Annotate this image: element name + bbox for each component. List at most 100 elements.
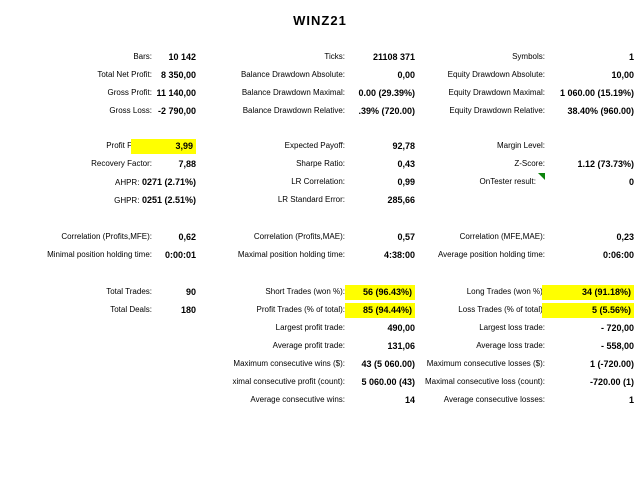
stat-label: Ticks: (324, 52, 345, 61)
stat-value-cell: 10 142 (168, 50, 196, 64)
stat-label: Profit Trades (% of total): (256, 305, 345, 314)
stat-value: 4:38:00 (383, 250, 415, 260)
report-title: WINZ21 (293, 13, 347, 28)
stat-label: Total Deals: (110, 305, 152, 314)
stat-value: 8 350,00 (160, 70, 196, 80)
stat-label: Bars: (133, 52, 152, 61)
stat-label: Balance Drawdown Absolute: (240, 70, 345, 79)
stat-value: 1 (628, 52, 634, 62)
stat-value: 5 (5.56%) (542, 303, 634, 318)
stats-block: Bars: 10 142 Ticks: 21108 371 Symbols: 1 Total… (0, 48, 640, 120)
stat-row: Total Trades: 90 Short Trades (won %): 56 (… (0, 283, 640, 301)
stat-value: 92,78 (392, 141, 415, 151)
stat-value: 10 142 (168, 52, 196, 62)
stat-value-cell: 285,66 (387, 193, 415, 207)
stat-label: Loss Trades (% of total): (458, 305, 545, 314)
stat-value-cell: 1 (629, 393, 634, 407)
stat-row: AHPR: 0271 (2.71%) LR Correlation: 0,99 OnT… (0, 173, 640, 191)
stat-value-cell: 85 (94.44%) (345, 303, 415, 318)
stat-value-cell: 92,78 (392, 139, 415, 153)
stat-value-cell: 7,88 (178, 157, 196, 171)
stat-label: Correlation (Profits,MAE): (253, 232, 345, 241)
stat-value: 11 140,00 (156, 88, 196, 98)
stat-value-cell: 34 (91.18%) (542, 285, 634, 300)
stat-row: Profit Factor: 3,99 Expected Payoff: 92,78 M… (0, 137, 640, 155)
stat-value: 285,66 (387, 195, 415, 205)
stat-row: Bars: 10 142 Ticks: 21108 371 Symbols: 1 (0, 48, 640, 66)
stat-row: Gross Profit: 11 140,00 Balance Drawdown M… (0, 84, 640, 102)
stat-label: Minimal position holding time: (47, 250, 152, 259)
stat-label: Average consecutive wins: (250, 395, 345, 404)
stat-value: 85 (94.44%) (345, 303, 415, 318)
stat-value: 0271 (2.71%) (141, 177, 196, 187)
stat-value: -720.00 (1) (589, 377, 634, 387)
stat-value: - 720,00 (600, 323, 634, 333)
stat-label: Margin Level: (496, 141, 545, 150)
stat-value: 38.40% (960.00) (567, 106, 634, 116)
stat-value: 0,23 (616, 232, 634, 242)
stat-label: Total Trades: (106, 287, 152, 296)
stat-value: 7,88 (178, 159, 196, 169)
stat-row: Recovery Factor: 7,88 Sharpe Ratio: 0,43 Z-S… (0, 155, 640, 173)
stat-value-cell: 1 060.00 (15.19%) (560, 86, 634, 100)
stat-value: 180 (180, 305, 196, 315)
stat-label-text: OnTester result: (479, 177, 536, 186)
stat-label: Expected Payoff: (284, 141, 345, 150)
stat-value: 1 060.00 (15.19%) (559, 88, 634, 98)
stat-row: Minimal position holding time: 0:00:01 Max… (0, 246, 640, 264)
stat-label: Average profit trade: (272, 341, 345, 350)
stat-value-cell: 8 350,00 (161, 68, 196, 82)
stat-row: Largest profit trade: 490,00 Largest loss … (0, 319, 640, 337)
stat-value-cell: 1 (-720.00) (590, 357, 634, 371)
stat-label: Balance Drawdown Maximal: (241, 88, 345, 97)
stat-value: 0:00:01 (164, 250, 196, 260)
stat-value: 0,62 (178, 232, 196, 242)
stat-label: Equity Drawdown Absolute: (447, 70, 545, 79)
stat-label: Gross Loss: (109, 106, 152, 115)
stat-label: Long Trades (won %): (466, 287, 545, 296)
stat-value-cell: 56 (96.43%) (345, 285, 415, 300)
stat-label: Sharpe Ratio: (296, 159, 345, 168)
ontester-marker-icon (538, 173, 545, 180)
stat-value-cell: 0:06:00 (603, 248, 634, 262)
stat-value: 0251 (2.51%) (141, 195, 196, 205)
stat-value: 34 (91.18%) (542, 285, 634, 300)
stat-value-cell: 0,23 (616, 230, 634, 244)
stat-value: 1.12 (73.73%) (577, 159, 634, 169)
stat-row: ximal consecutive profit (count): 5 060.0… (0, 373, 640, 391)
stat-label: GHPR: (114, 196, 140, 205)
stat-label: Average position holding time: (437, 250, 545, 259)
stat-label: Z-Score: (514, 159, 545, 168)
stat-row: GHPR: 0251 (2.51%) LR Standard Error: 285,… (0, 191, 640, 209)
stats-block: Correlation (Profits,MFE): 0,62 Correlatio… (0, 228, 640, 264)
stat-label: Correlation (Profits,MFE): (61, 232, 152, 241)
stat-pair: AHPR: 0271 (2.71%) (115, 175, 196, 189)
report-stats: Bars: 10 142 Ticks: 21108 371 Symbols: 1 Total… (0, 48, 640, 409)
stat-value-cell: 90 (186, 285, 196, 299)
stat-value-cell: 0,00 (397, 68, 415, 82)
stat-label: Gross Profit: (107, 88, 152, 97)
stat-value-cell: 11 140,00 (156, 86, 196, 100)
stat-label: Symbols: (512, 52, 545, 61)
stat-label: Recovery Factor: (91, 159, 152, 168)
stat-value-cell: 14 (405, 393, 415, 407)
stat-label: Maximum consecutive wins ($): (233, 359, 345, 368)
stat-value-cell: 1 (629, 50, 634, 64)
stat-row: Correlation (Profits,MFE): 0,62 Correlatio… (0, 228, 640, 246)
stat-value: 0,99 (397, 177, 415, 187)
stat-pair: GHPR: 0251 (2.51%) (114, 193, 196, 207)
stat-value-cell: 131,06 (387, 339, 415, 353)
stat-value: 56 (96.43%) (345, 285, 415, 300)
stat-value-cell: 10,00 (611, 68, 634, 82)
stat-value-cell: - 720,00 (601, 321, 634, 335)
stat-value-cell: 0 (629, 175, 634, 189)
stat-value-cell: -720.00 (1) (590, 375, 634, 389)
stat-value-cell: 0.00 (29.39%) (358, 86, 415, 100)
stat-label: Equity Drawdown Relative: (449, 106, 545, 115)
stat-value-cell: 4:38:00 (384, 248, 415, 262)
stat-label: AHPR: (114, 178, 140, 187)
stat-value-cell: .39% (720.00) (358, 104, 415, 118)
stat-value: -2 790,00 (157, 106, 196, 116)
stat-row: Average consecutive wins: 14 Average conse… (0, 391, 640, 409)
